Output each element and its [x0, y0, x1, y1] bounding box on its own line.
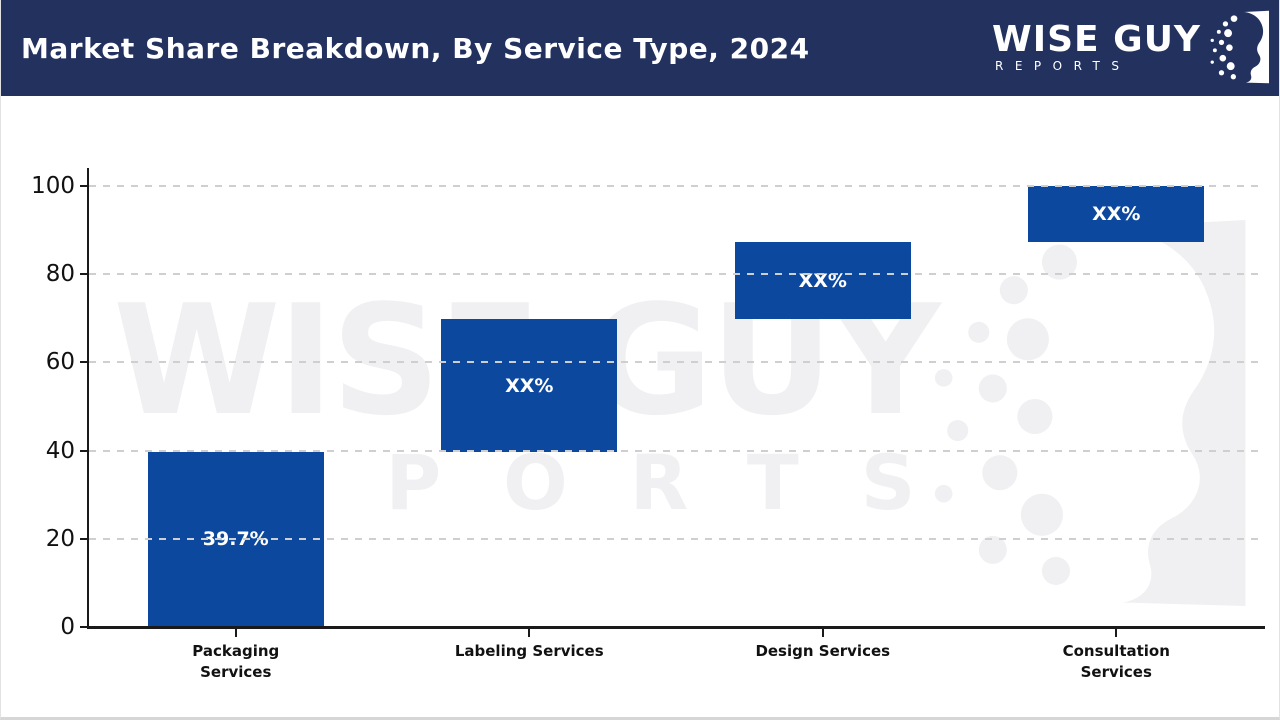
y-tick-label-100: 100	[31, 173, 75, 199]
logo-wordmark: WISE GUY	[991, 18, 1201, 60]
wiseguy-head-icon	[1203, 6, 1269, 88]
y-tick-label-60: 60	[45, 349, 75, 376]
category-label-labeling-services: Labeling Services	[454, 642, 604, 660]
bar-consultation-services: XX%	[1028, 186, 1205, 242]
y-tick-100	[80, 185, 88, 187]
x-tick-labeling-services	[528, 629, 531, 637]
y-tick-80	[80, 273, 88, 276]
y-tick-40	[80, 449, 88, 452]
header-bar: Market Share Breakdown, By Service Type,…	[1, 0, 1279, 96]
logo-subtitle: REPORTS	[994, 59, 1131, 74]
category-label-packaging-services: Packaging Services	[192, 642, 280, 681]
y-tick-0	[80, 626, 88, 628]
y-tick-60	[80, 361, 88, 364]
bar-value-label-labeling-services: XX%	[505, 374, 554, 397]
watermark-head-icon	[881, 220, 1259, 606]
y-tick-label-20: 20	[45, 525, 75, 552]
y-tick-20	[80, 537, 88, 540]
y-axis-line	[87, 168, 89, 628]
page-title: Market Share Breakdown, By Service Type,…	[21, 31, 810, 65]
wiseguy-logo: WISE GUY REPORTS	[992, 6, 1269, 88]
gridline-40	[89, 449, 1263, 452]
bar-design-services: XX%	[734, 242, 911, 320]
x-tick-consultation-services	[1115, 629, 1118, 637]
y-tick-label-80: 80	[45, 261, 75, 288]
gridline-100	[89, 185, 1263, 187]
gridline-80	[89, 273, 1263, 276]
gridline-60	[89, 361, 1263, 364]
x-tick-design-services	[821, 629, 824, 637]
gridline-20	[89, 537, 1263, 540]
x-axis-line	[87, 626, 1265, 629]
bar-value-label-consultation-services: XX%	[1092, 203, 1141, 225]
category-label-consultation-services: Consultation Services	[1062, 642, 1170, 681]
x-tick-packaging-services	[234, 629, 237, 637]
y-tick-label-40: 40	[45, 437, 75, 464]
y-tick-label-0: 0	[60, 614, 75, 640]
wiseguy-logo-text: WISE GUY REPORTS	[991, 18, 1201, 74]
category-label-design-services: Design Services	[755, 642, 891, 660]
bar-labeling-services: XX%	[441, 319, 618, 452]
